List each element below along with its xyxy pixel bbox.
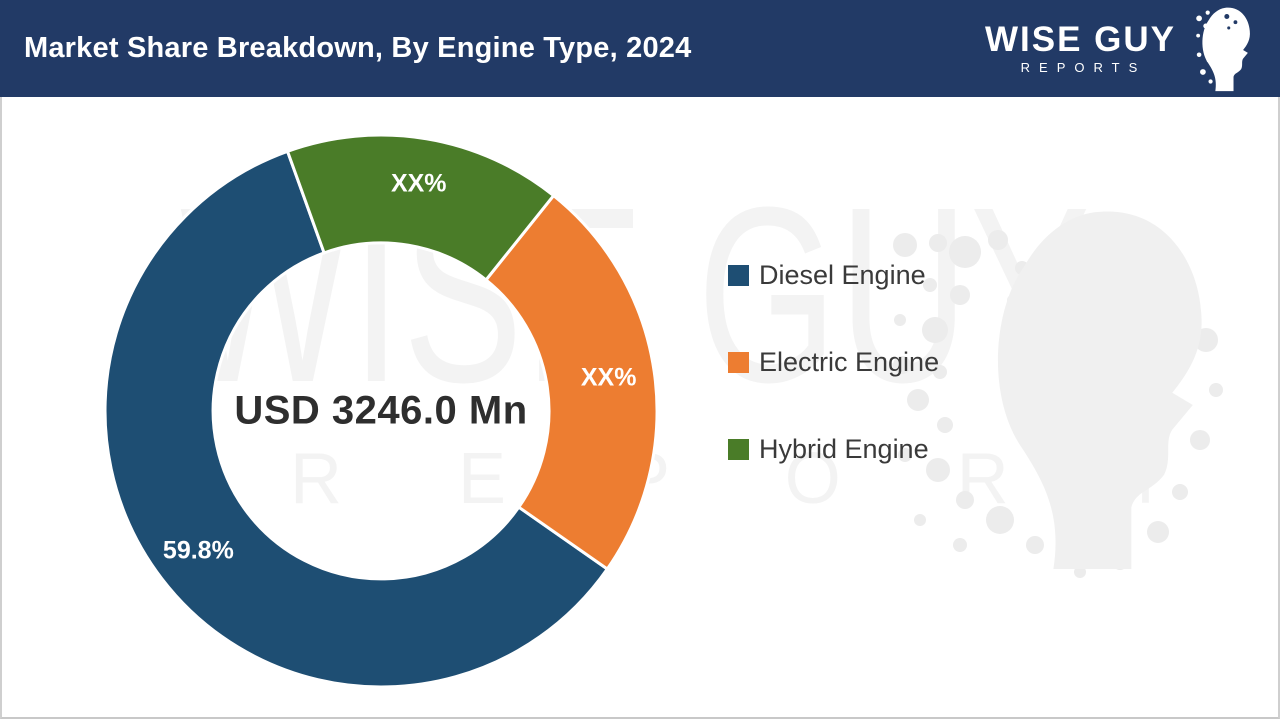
legend-item: Electric Engine (728, 347, 939, 378)
page-title: Market Share Breakdown, By Engine Type, … (24, 32, 692, 64)
brand-name: WISE GUY (984, 20, 1176, 59)
header-bar: Market Share Breakdown, By Engine Type, … (0, 0, 1280, 97)
chart-center-value: USD 3246.0 Mn (234, 388, 528, 433)
legend-swatch-icon (728, 265, 749, 286)
legend-item: Hybrid Engine (728, 434, 939, 465)
legend-label: Diesel Engine (759, 260, 926, 290)
legend-swatch-icon (728, 439, 749, 460)
legend-label: Electric Engine (759, 347, 940, 377)
legend-item: Diesel Engine (728, 260, 939, 291)
pie-slice-diesel-engine (103, 149, 609, 689)
head-profile-watermark-icon (997, 211, 1202, 569)
legend-swatch-icon (728, 352, 749, 373)
brand-logo-text: WISE GUY REPORTS (984, 20, 1176, 76)
pie-slice-electric-engine (484, 194, 659, 571)
legend-label: Hybrid Engine (759, 434, 929, 464)
slice-percent-label: XX% (390, 169, 447, 198)
chart-legend: Diesel Engine Electric Engine Hybrid Engin… (728, 260, 939, 521)
slice-percent-label: XX% (580, 363, 637, 392)
pie-slice-hybrid-engine (286, 133, 556, 282)
brand-logo: WISE GUY REPORTS (985, 5, 1266, 93)
slice-percent-label: 59.8% (162, 536, 234, 565)
head-profile-logo-icon (1196, 7, 1250, 91)
brand-subname: REPORTS (1020, 60, 1147, 75)
